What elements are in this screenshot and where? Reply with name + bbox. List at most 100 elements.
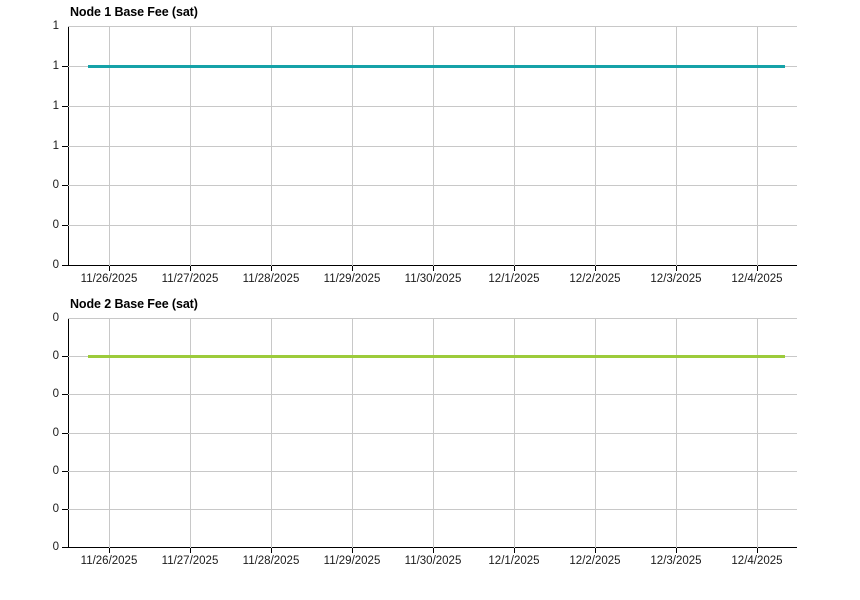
x-axis-label: 12/2/2025 <box>569 273 621 285</box>
x-axis-label: 12/2/2025 <box>569 555 621 567</box>
y-axis-tick <box>62 66 68 67</box>
x-axis-tick <box>676 548 677 553</box>
y-axis-label: 0 <box>52 219 59 231</box>
x-axis-tick <box>271 548 272 553</box>
x-axis-label: 11/29/2025 <box>323 555 381 567</box>
x-axis-tick <box>271 266 272 271</box>
gridline-vertical <box>190 318 191 548</box>
y-axis-label: 0 <box>52 465 59 477</box>
x-axis-tick <box>109 266 110 271</box>
gridline-vertical <box>190 26 191 266</box>
x-axis-tick <box>514 548 515 553</box>
gridline-vertical <box>595 26 596 266</box>
x-axis-label: 11/28/2025 <box>242 273 300 285</box>
y-axis-tick <box>62 547 68 548</box>
x-axis-tick <box>514 266 515 271</box>
gridline-horizontal <box>68 146 797 147</box>
y-axis-label: 0 <box>52 259 59 271</box>
x-axis-label: 11/26/2025 <box>80 273 138 285</box>
x-axis-tick <box>109 548 110 553</box>
y-axis-tick <box>62 394 68 395</box>
x-axis-label: 12/1/2025 <box>488 273 540 285</box>
gridline-vertical <box>109 26 110 266</box>
gridline-vertical <box>433 26 434 266</box>
gridline-horizontal <box>68 471 797 472</box>
x-axis-label: 11/27/2025 <box>161 555 219 567</box>
gridline-vertical <box>271 318 272 548</box>
gridline-vertical <box>757 26 758 266</box>
y-axis-tick <box>62 106 68 107</box>
gridline-horizontal <box>68 225 797 226</box>
series-line <box>88 65 785 68</box>
x-axis-label: 12/3/2025 <box>650 555 702 567</box>
gridline-vertical <box>271 26 272 266</box>
y-axis-label: 0 <box>52 503 59 515</box>
x-axis-label: 11/30/2025 <box>404 273 462 285</box>
y-axis-label: 0 <box>52 388 59 400</box>
y-axis-tick <box>62 471 68 472</box>
x-axis-line <box>68 265 797 266</box>
plot-area-node-1: 1 1 1 1 0 0 0 11/26/2025 11/27/2025 11/28/2025 11/… <box>53 20 797 285</box>
y-axis-label: 1 <box>52 140 59 152</box>
y-axis-tick <box>62 265 68 266</box>
y-axis-tick <box>62 225 68 226</box>
chart-title-node-1: Node 1 Base Fee (sat) <box>70 5 198 19</box>
chart-panel-node-2: Node 2 Base Fee (sat) 0 0 0 0 0 0 0 11/26/2025 1… <box>0 292 860 592</box>
gridline-horizontal <box>68 318 797 319</box>
y-axis-tick <box>62 185 68 186</box>
gridline-vertical <box>433 318 434 548</box>
x-axis-label: 11/27/2025 <box>161 273 219 285</box>
gridline-vertical <box>676 26 677 266</box>
gridline-horizontal <box>68 106 797 107</box>
gridline-vertical <box>757 318 758 548</box>
y-axis-label: 0 <box>52 312 59 324</box>
y-axis-label: 0 <box>52 427 59 439</box>
x-axis-tick <box>676 266 677 271</box>
x-axis-tick <box>190 548 191 553</box>
x-axis-label: 12/4/2025 <box>731 273 783 285</box>
x-axis-tick <box>190 266 191 271</box>
x-axis-label: 11/26/2025 <box>80 555 138 567</box>
x-axis-tick <box>595 548 596 553</box>
y-axis-label: 1 <box>52 60 59 72</box>
gridline-horizontal <box>68 509 797 510</box>
x-axis-tick <box>352 548 353 553</box>
gridline-horizontal <box>68 433 797 434</box>
y-axis-tick <box>62 356 68 357</box>
chart-title-node-2: Node 2 Base Fee (sat) <box>70 297 198 311</box>
gridline-vertical <box>514 318 515 548</box>
y-axis-label: 0 <box>52 350 59 362</box>
plot-area-node-2: 0 0 0 0 0 0 0 11/26/2025 11/27/2025 11/28/2025 11/… <box>53 312 797 567</box>
x-axis-tick <box>433 266 434 271</box>
gridline-horizontal <box>68 185 797 186</box>
gridline-horizontal <box>68 394 797 395</box>
x-axis-label: 12/3/2025 <box>650 273 702 285</box>
x-axis-label: 11/30/2025 <box>404 555 462 567</box>
y-axis-label: 1 <box>52 100 59 112</box>
y-axis-tick <box>62 509 68 510</box>
gridline-vertical <box>352 26 353 266</box>
chart-panel-node-1: Node 1 Base Fee (sat) 1 1 1 1 0 0 0 11/26/2025 1… <box>0 0 860 295</box>
gridline-horizontal <box>68 26 797 27</box>
x-axis-tick <box>433 548 434 553</box>
y-axis-label: 0 <box>52 179 59 191</box>
y-axis-label: 1 <box>52 20 59 32</box>
gridline-vertical <box>352 318 353 548</box>
y-axis-tick <box>62 146 68 147</box>
x-axis-line <box>68 547 797 548</box>
series-line <box>88 355 785 358</box>
x-axis-label: 11/29/2025 <box>323 273 381 285</box>
y-axis-tick <box>62 433 68 434</box>
x-axis-tick <box>595 266 596 271</box>
x-axis-tick <box>757 548 758 553</box>
x-axis-label: 11/28/2025 <box>242 555 300 567</box>
x-axis-tick <box>757 266 758 271</box>
y-axis-label: 0 <box>52 541 59 553</box>
gridline-vertical <box>109 318 110 548</box>
gridline-vertical <box>514 26 515 266</box>
gridline-vertical <box>595 318 596 548</box>
x-axis-label: 12/4/2025 <box>731 555 783 567</box>
x-axis-label: 12/1/2025 <box>488 555 540 567</box>
gridline-vertical <box>676 318 677 548</box>
x-axis-tick <box>352 266 353 271</box>
